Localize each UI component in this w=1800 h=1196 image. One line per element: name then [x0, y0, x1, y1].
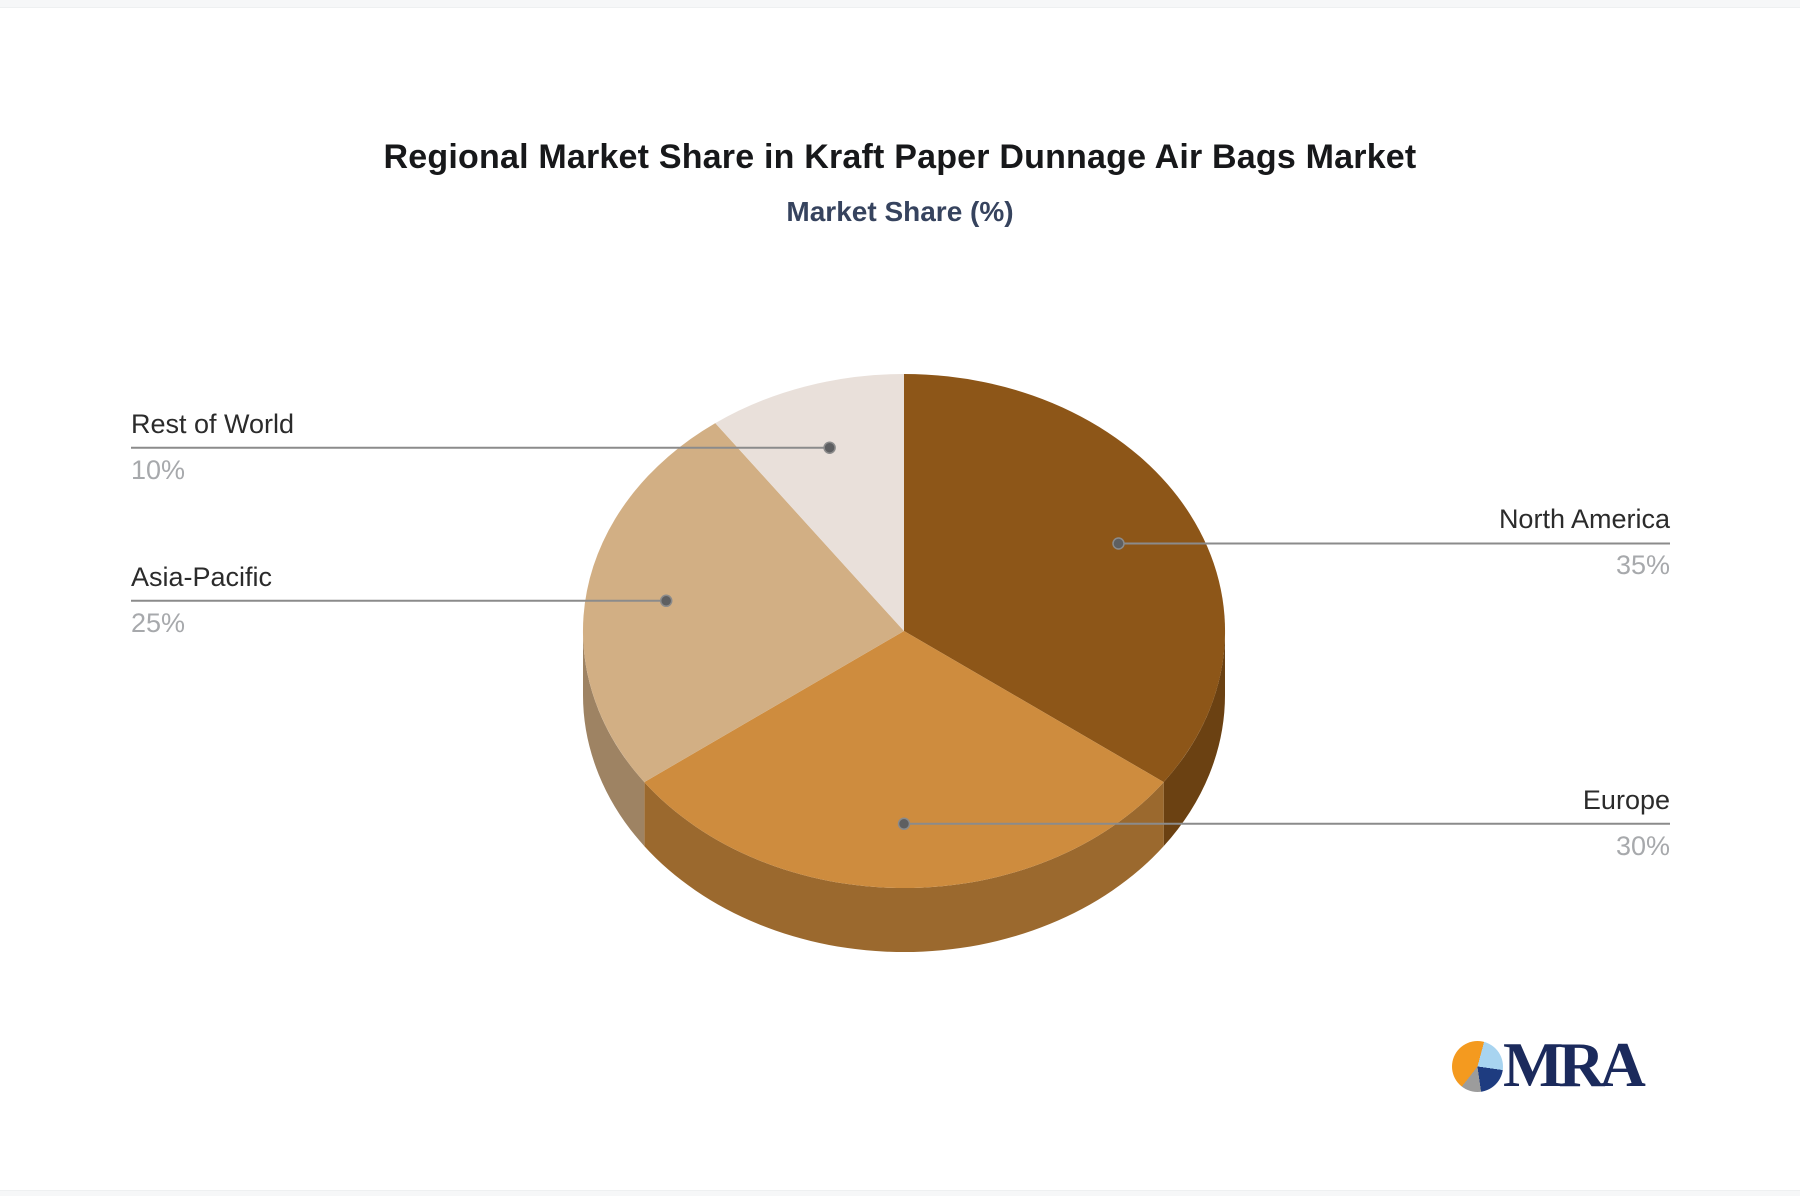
pie-slice-europe-side — [644, 782, 1164, 953]
slice-label-asia-pacific: Asia-Pacific — [131, 561, 273, 592]
mra-logo-pie-icon — [1452, 1040, 1503, 1092]
chart-subtitle: Market Share (%) — [786, 196, 1014, 227]
bottom-edge-strip — [0, 1190, 1800, 1196]
slice-percent-north-america: 35% — [1615, 550, 1670, 581]
leader-dot-asia-pacific — [659, 594, 673, 608]
pie-slice-rest-of-world — [715, 374, 904, 631]
chart-title: Regional Market Share in Kraft Paper Dun… — [383, 138, 1417, 176]
top-edge-strip — [0, 0, 1800, 8]
leader-dot-north-america — [1112, 537, 1125, 550]
pie-slice-north-america-side — [1163, 631, 1225, 847]
slice-percent-europe: 30% — [1615, 830, 1670, 861]
pie-slice-north-america — [904, 374, 1226, 783]
mra-logo: MRA — [1452, 1028, 1646, 1100]
pie-slice-asia-pacific — [582, 423, 904, 783]
slice-label-europe: Europe — [1582, 784, 1670, 815]
slice-percent-asia-pacific: 25% — [131, 607, 186, 638]
pie-slice-asia-pacific-side — [583, 631, 645, 847]
mra-logo-text: MRA — [1503, 1028, 1646, 1100]
leader-dot-rest-of-world — [823, 441, 836, 454]
slice-label-rest-of-world: Rest of World — [131, 408, 295, 439]
leader-dot-europe — [897, 817, 911, 831]
slice-percent-rest-of-world: 10% — [131, 454, 186, 485]
slice-label-north-america: North America — [1498, 504, 1670, 535]
